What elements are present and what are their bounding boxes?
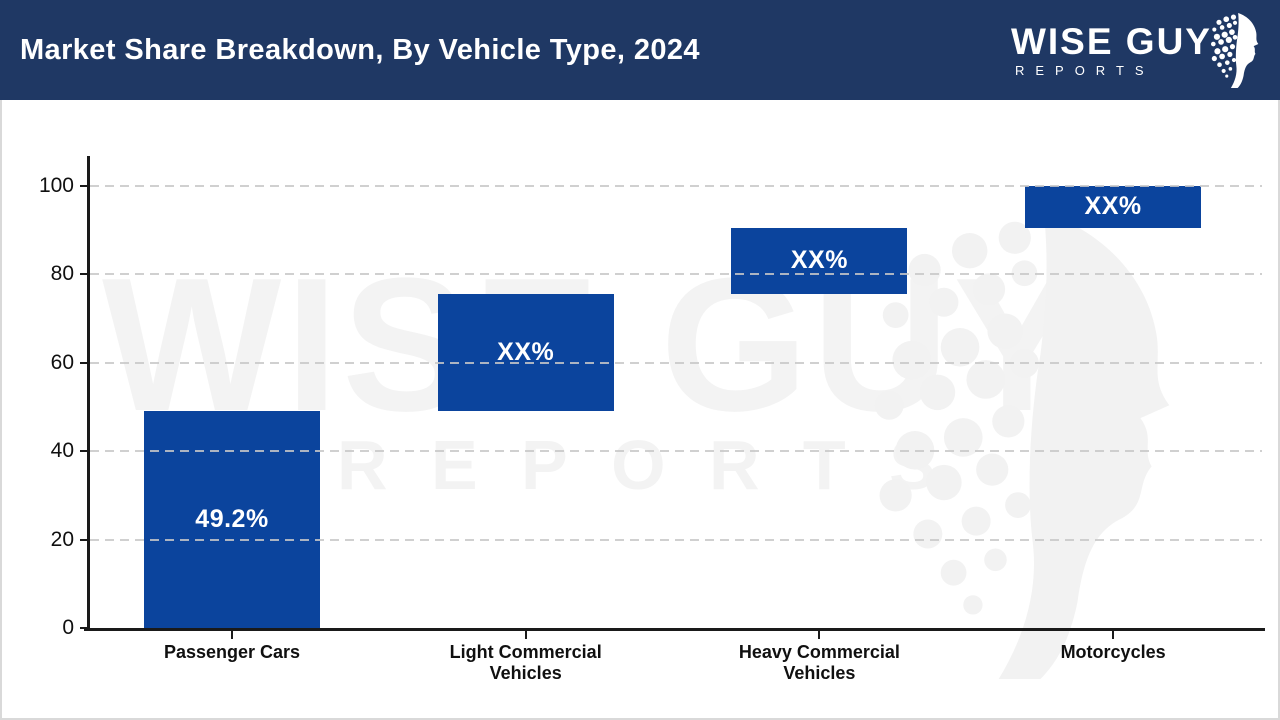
y-axis-tick — [80, 361, 89, 364]
wise-guy-logo: WISE GUY REPORTS — [1011, 12, 1260, 88]
y-axis-tick-label: 60 — [50, 350, 74, 374]
gridline-100 — [90, 185, 1262, 187]
y-axis-tick — [80, 538, 89, 541]
logo-face-icon — [1210, 12, 1259, 88]
waterfall-bar — [437, 293, 614, 411]
waterfall-bar — [1025, 186, 1202, 228]
gridline-40 — [90, 450, 1262, 453]
bar-value-label: XX% — [790, 246, 848, 275]
y-axis-tick-label: 40 — [50, 439, 74, 463]
category-label: Passenger Cars — [163, 642, 301, 662]
category-label: Motorcycles — [1060, 642, 1166, 662]
category-label: Heavy Commercial Vehicles — [738, 642, 900, 683]
y-axis-tick — [80, 627, 89, 629]
gridline-80 — [90, 273, 1262, 276]
y-axis-tick-label: 100 — [38, 174, 74, 197]
bar-value-label: XX% — [1084, 192, 1142, 221]
y-axis-tick — [80, 273, 89, 276]
x-axis-tick — [1112, 630, 1115, 639]
bar-value-label: XX% — [497, 337, 555, 366]
y-axis-tick-label: 80 — [50, 262, 74, 286]
gridline-20 — [90, 538, 1262, 541]
x-axis-tick — [231, 630, 233, 639]
plot-area: 0 20 40 60 80 100 49.2% Passenger Cars XX% Light … — [2, 100, 1278, 718]
y-axis-tick — [80, 450, 89, 453]
bar-value-label: 49.2% — [195, 504, 269, 533]
y-axis-line — [87, 156, 90, 630]
x-axis-tick — [524, 630, 527, 639]
waterfall-bar — [731, 227, 908, 294]
chart-canvas: WISE GUY REPORTS 0 20 40 60 80 100 49.2% Passen… — [0, 100, 1280, 720]
category-label: Light Commercial Vehicles — [449, 642, 602, 683]
x-axis-tick — [818, 630, 821, 639]
y-axis-tick — [80, 185, 89, 187]
logo-subtext: REPORTS — [1014, 63, 1155, 78]
logo-wordmark: WISE GUY — [1010, 21, 1212, 62]
page-title: Market Share Breakdown, By Vehicle Type,… — [20, 33, 700, 66]
logo-text: WISE GUY REPORTS — [1011, 23, 1212, 77]
waterfall-bar — [144, 410, 320, 628]
gridline-60 — [90, 361, 1262, 364]
header: Market Share Breakdown, By Vehicle Type,… — [0, 0, 1280, 100]
watermark-subtext: REPORTS — [337, 426, 980, 504]
x-axis-line — [84, 628, 1265, 631]
y-axis-tick-label: 20 — [50, 527, 74, 551]
y-axis-tick-label: 0 — [62, 616, 74, 639]
